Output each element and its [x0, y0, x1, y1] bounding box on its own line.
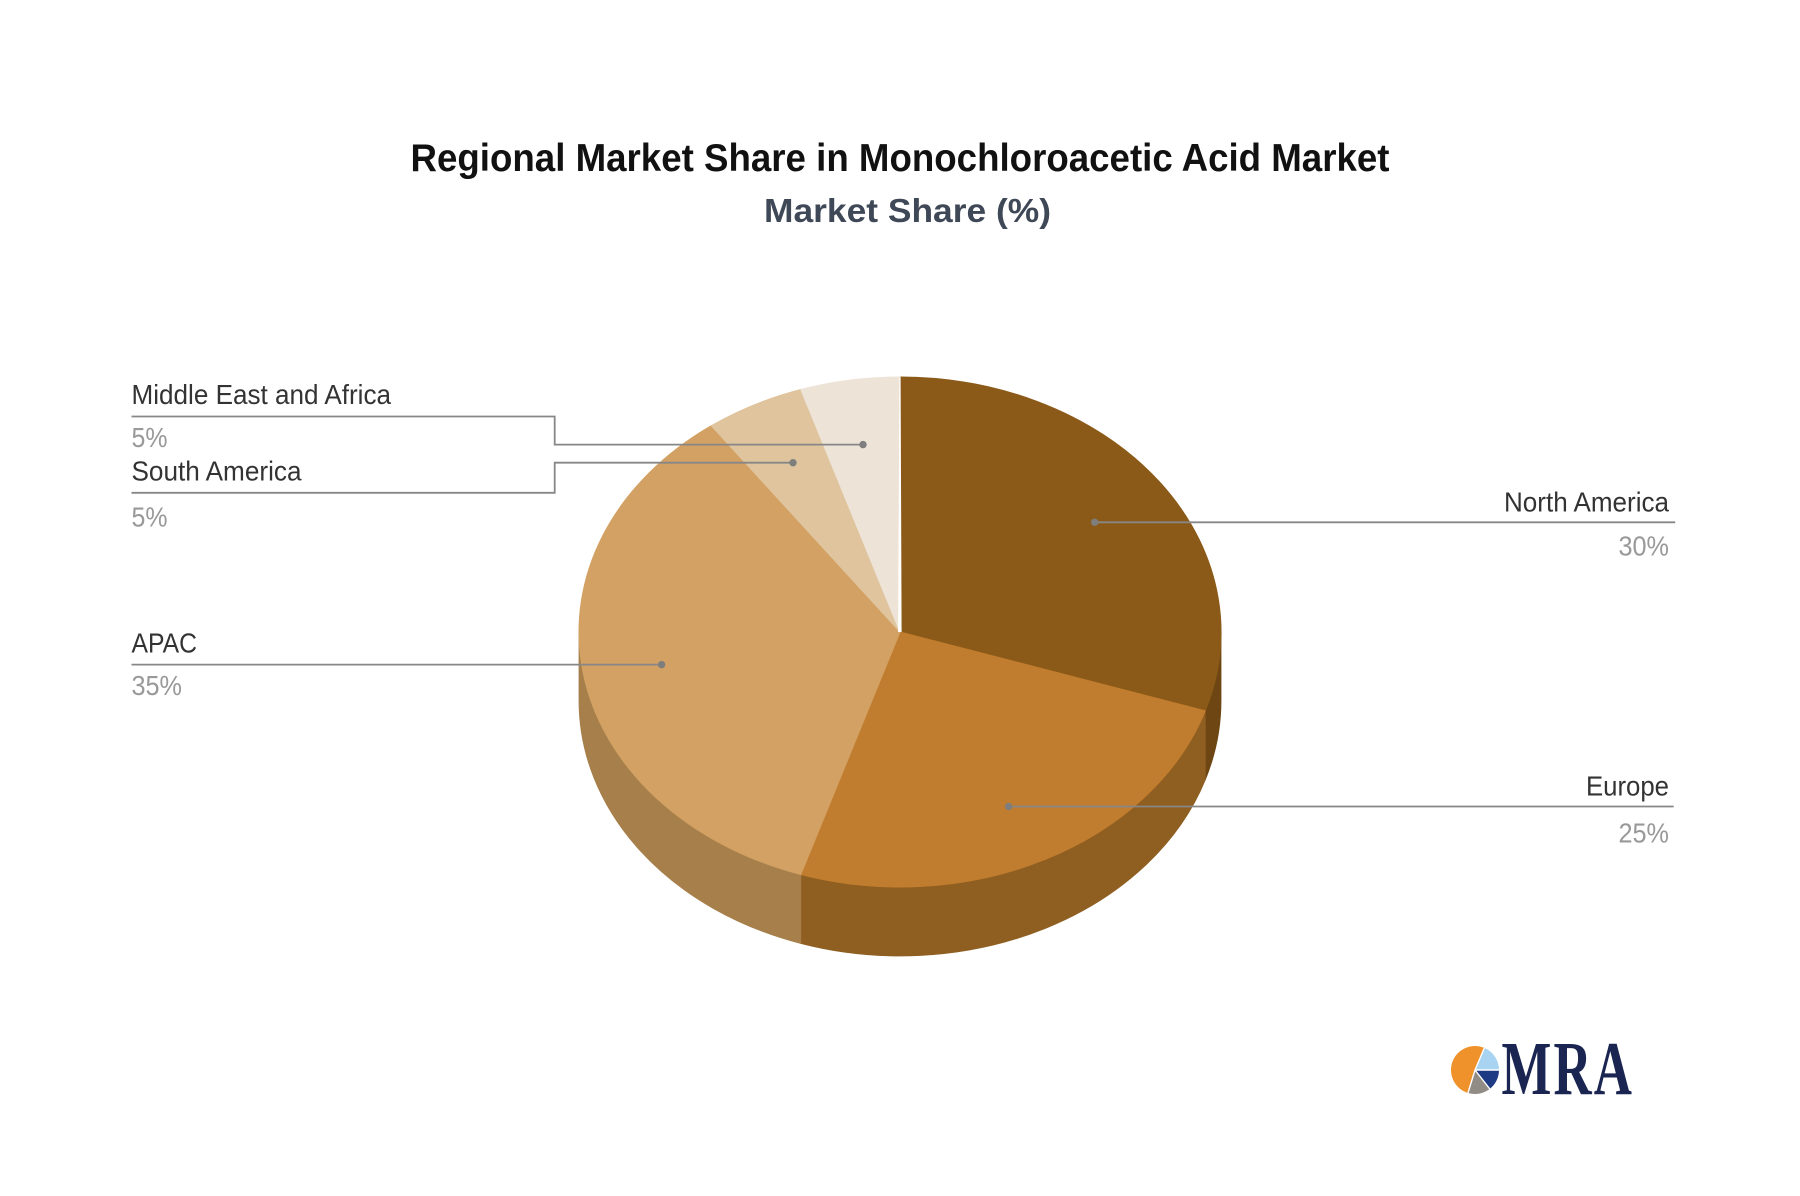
svg-text:5%: 5% — [132, 502, 168, 533]
svg-text:Market Share (%): Market Share (%) — [764, 192, 1051, 229]
svg-text:Regional Market Share in Monoc: Regional Market Share in Monochloroaceti… — [411, 137, 1390, 180]
svg-text:South America: South America — [132, 456, 302, 487]
svg-text:MRA: MRA — [1502, 1027, 1635, 1111]
svg-text:5%: 5% — [132, 422, 168, 453]
svg-text:35%: 35% — [132, 670, 183, 701]
svg-text:APAC: APAC — [132, 628, 198, 659]
svg-text:30%: 30% — [1619, 531, 1670, 562]
svg-text:North America: North America — [1504, 487, 1669, 518]
svg-text:Europe: Europe — [1586, 771, 1669, 802]
svg-text:25%: 25% — [1619, 818, 1670, 849]
svg-text:Middle East and Africa: Middle East and Africa — [132, 379, 392, 410]
